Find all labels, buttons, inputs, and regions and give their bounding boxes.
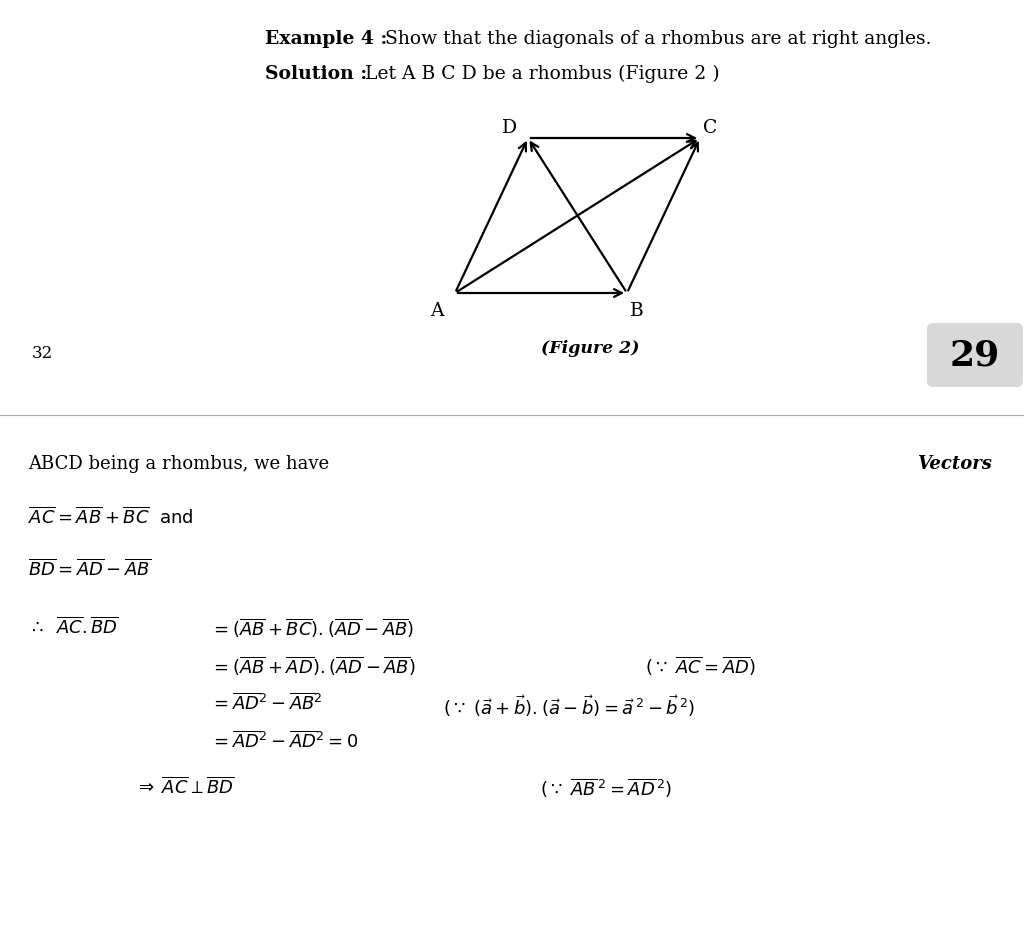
Text: $= (\overline{AB} + \overline{BC}).(\overline{AD} - \overline{AB})$: $= (\overline{AB} + \overline{BC}).(\ove… xyxy=(210,617,415,641)
Text: $\overline{BD} = \overline{AD} - \overline{AB}$: $\overline{BD} = \overline{AD} - \overli… xyxy=(28,559,152,580)
Text: 29: 29 xyxy=(950,338,1000,372)
Text: (Figure 2): (Figure 2) xyxy=(541,340,639,357)
Text: Vectors: Vectors xyxy=(918,455,992,473)
FancyBboxPatch shape xyxy=(927,323,1023,387)
Text: D: D xyxy=(503,119,517,137)
Text: B: B xyxy=(630,302,644,320)
Text: A: A xyxy=(430,302,443,320)
Text: $\therefore\;\; \overline{AC}.\overline{BD}$: $\therefore\;\; \overline{AC}.\overline{… xyxy=(28,617,119,639)
Text: ABCD being a rhombus, we have: ABCD being a rhombus, we have xyxy=(28,455,329,473)
Text: 32: 32 xyxy=(32,345,53,362)
Text: Example 4 :: Example 4 : xyxy=(265,30,387,48)
Text: $= \overline{AD}^{2} - \overline{AD}^{2} = 0$: $= \overline{AD}^{2} - \overline{AD}^{2}… xyxy=(210,731,358,753)
Text: $\Rightarrow\; \overline{AC} \perp \overline{BD}$: $\Rightarrow\; \overline{AC} \perp \over… xyxy=(135,777,234,798)
Text: C: C xyxy=(702,119,717,137)
Text: $(\because\;(\vec{a} + \vec{b}).(\vec{a} - \vec{b}) = \vec{a}^{\,2} - \vec{b}^{\: $(\because\;(\vec{a} + \vec{b}).(\vec{a}… xyxy=(443,693,695,718)
Text: $\overline{AC} = \overline{AB} + \overline{BC}$  and: $\overline{AC} = \overline{AB} + \overli… xyxy=(28,507,194,529)
Text: $(\because\; \overline{AC} = \overline{AD})$: $(\because\; \overline{AC} = \overline{A… xyxy=(645,655,756,679)
Text: Solution :: Solution : xyxy=(265,65,368,83)
Text: $= (\overline{AB} + \overline{AD}).(\overline{AD} - \overline{AB})$: $= (\overline{AB} + \overline{AD}).(\ove… xyxy=(210,655,416,679)
Text: Let A B C D be a rhombus (Figure 2 ): Let A B C D be a rhombus (Figure 2 ) xyxy=(353,65,720,84)
Text: $= \overline{AD}^2 - \overline{AB}^2$: $= \overline{AD}^2 - \overline{AB}^2$ xyxy=(210,693,323,714)
Text: Show that the diagonals of a rhombus are at right angles.: Show that the diagonals of a rhombus are… xyxy=(373,30,932,48)
Text: $(\because\; \overline{AB}^{\,2} = \overline{AD}^{\,2})$: $(\because\; \overline{AB}^{\,2} = \over… xyxy=(540,777,672,800)
